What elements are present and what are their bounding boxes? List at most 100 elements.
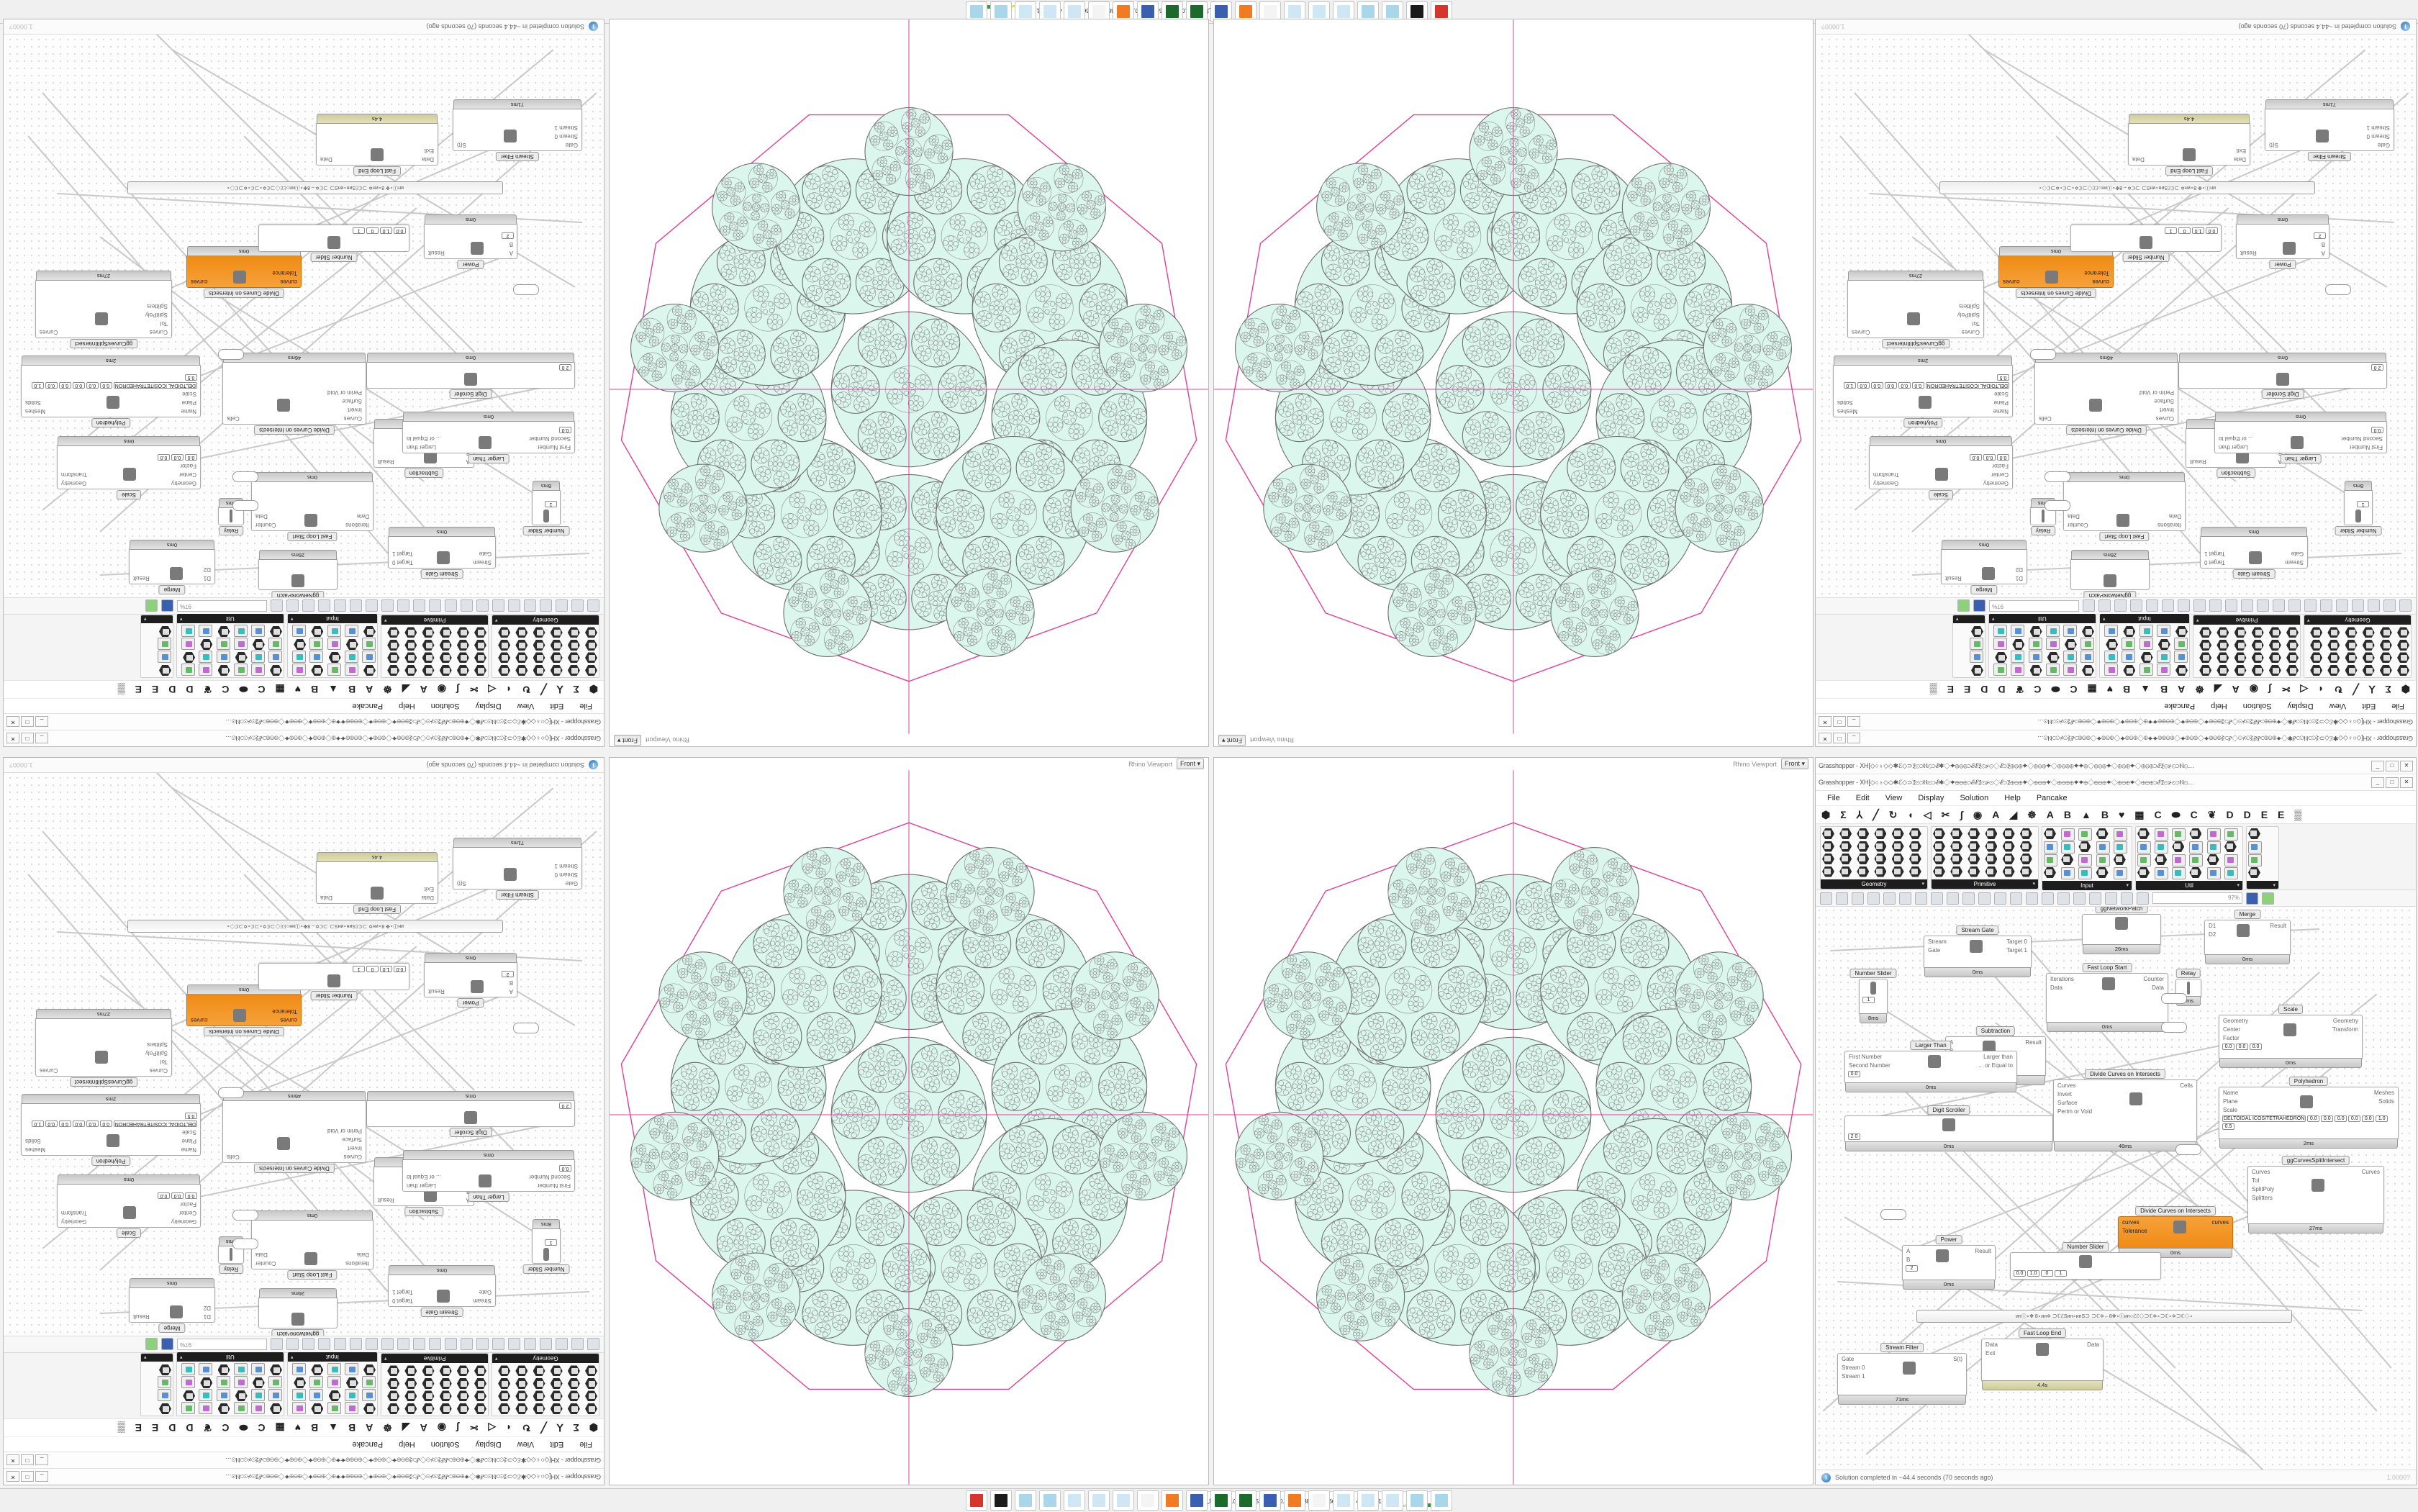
gh-zaxis-z[interactable]: 1.0 xyxy=(32,1121,44,1127)
component-icon[interactable] xyxy=(217,638,230,650)
gh-slider-decimals[interactable]: 0 xyxy=(366,966,379,972)
component-icon[interactable] xyxy=(158,1376,171,1388)
component-icon[interactable] xyxy=(2234,640,2247,651)
ribbon-group-geometry[interactable]: Geometry xyxy=(2304,615,2412,678)
component-icon[interactable] xyxy=(2234,653,2247,664)
component-icon[interactable] xyxy=(2234,628,2247,638)
gh-value[interactable]: 2 0 xyxy=(1848,1133,1860,1140)
component-icon[interactable] xyxy=(585,1366,597,1377)
tab-e3[interactable]: ▒ xyxy=(2294,809,2301,820)
component-icon[interactable] xyxy=(2157,625,2170,637)
gh-output-port[interactable]: Transform xyxy=(2332,1026,2358,1033)
component-icon[interactable] xyxy=(2345,640,2358,651)
maximize-button[interactable]: □ xyxy=(2386,777,2399,788)
target-icon[interactable] xyxy=(271,600,283,612)
tab-b1[interactable]: B xyxy=(2160,684,2168,695)
ribbon-group-icons[interactable] xyxy=(141,1362,173,1416)
gh-plane-x[interactable]: 0.0 xyxy=(2307,1115,2319,1122)
component-icon[interactable] xyxy=(2397,653,2409,664)
component-icon[interactable] xyxy=(2082,665,2094,676)
component-icon[interactable] xyxy=(1968,828,1980,839)
gh-input-port[interactable]: Perim or Void xyxy=(327,1128,362,1134)
tab-chicken[interactable]: ❦ xyxy=(2016,684,2024,696)
cluster-icon[interactable] xyxy=(350,600,362,612)
tab-display[interactable]: ◉ xyxy=(438,684,446,696)
gh-input-port[interactable]: A xyxy=(510,250,513,256)
component-icon[interactable] xyxy=(2020,828,2032,839)
component-icon[interactable] xyxy=(2003,841,2015,852)
menu-item-file[interactable]: File xyxy=(2391,702,2404,710)
ribbon-group-icons[interactable] xyxy=(492,1363,599,1416)
tab-curve[interactable]: ↻ xyxy=(522,684,531,696)
component-icon[interactable] xyxy=(268,651,282,663)
cluster-icon[interactable] xyxy=(350,1339,362,1351)
component-icon[interactable] xyxy=(2061,841,2075,854)
component-icon[interactable] xyxy=(498,628,510,638)
tab-surface[interactable]: ◖ xyxy=(506,684,512,695)
close-button[interactable]: ✕ xyxy=(6,1455,19,1466)
component-icon[interactable] xyxy=(200,639,212,650)
gh-output-port[interactable]: Target 1 xyxy=(392,551,413,557)
component-icon[interactable] xyxy=(440,1391,452,1402)
component-icon[interactable] xyxy=(387,1391,399,1402)
window-controls[interactable]: _□✕ xyxy=(1819,717,1860,728)
tab-surface[interactable]: ◖ xyxy=(2318,684,2324,695)
gh-output-port[interactable]: Target 0 xyxy=(2204,559,2225,566)
component-icon[interactable] xyxy=(294,639,306,650)
gh-scale-value[interactable]: 0.5 xyxy=(1997,374,2009,381)
component-icon[interactable] xyxy=(551,1366,563,1377)
gh-input-port[interactable]: Gate xyxy=(2285,551,2304,557)
gh-output-ports[interactable]: curves xyxy=(2211,1219,2229,1234)
gh-input-port[interactable]: D1 xyxy=(204,1313,211,1320)
gh-component-values[interactable]: 0.0 xyxy=(403,425,574,433)
gh-input-port[interactable]: Factor xyxy=(171,1201,196,1208)
component-icon[interactable] xyxy=(498,1366,510,1377)
component-icon[interactable] xyxy=(327,1402,341,1414)
gh-plane-z[interactable]: 0.0 xyxy=(2335,1115,2347,1122)
component-icon[interactable] xyxy=(309,638,323,650)
component-icon[interactable] xyxy=(2397,628,2409,638)
component-icon[interactable] xyxy=(1993,664,2007,676)
gh-input-port[interactable]: Iterations xyxy=(345,522,369,528)
save-icon[interactable] xyxy=(2246,892,2258,905)
gh-output-port[interactable]: Counter xyxy=(255,522,276,528)
gh-input-port[interactable]: Iterations xyxy=(345,1260,369,1267)
component-icon[interactable] xyxy=(422,640,435,651)
gh-input-port[interactable]: Gate xyxy=(473,551,492,557)
gh-input-port[interactable]: Splitters xyxy=(2252,1195,2274,1201)
gh-input-port[interactable]: D2 xyxy=(2209,931,2216,938)
component-icon[interactable] xyxy=(387,1403,399,1414)
gh-plane-z[interactable]: 0.0 xyxy=(73,1121,85,1127)
component-icon[interactable] xyxy=(1985,854,1997,864)
gh-output-port[interactable]: Curves xyxy=(1852,329,1870,335)
component-icon[interactable] xyxy=(2380,628,2392,638)
component-icon[interactable] xyxy=(268,638,282,650)
gh-center-x[interactable]: 0.0 xyxy=(185,1192,197,1199)
ribbon-group-primitive[interactable]: Primitive xyxy=(381,615,489,678)
gh-input-port[interactable]: B xyxy=(510,979,513,986)
gh-output-ports[interactable]: Larger than... or Equal to xyxy=(1978,1054,2013,1069)
cut-icon[interactable] xyxy=(508,1339,520,1351)
component-icon[interactable] xyxy=(515,640,527,651)
ribbon-group-input[interactable]: Input xyxy=(2042,826,2132,889)
component-icon[interactable] xyxy=(498,653,510,664)
gh-input-port[interactable]: A xyxy=(2322,250,2325,256)
component-icon[interactable] xyxy=(1995,652,2007,663)
component-icon[interactable] xyxy=(585,1391,597,1402)
tab-d1[interactable]: D xyxy=(186,684,193,695)
gh-name-field[interactable]: DELTOIDAL ICOSITETRAHEDRON xyxy=(2222,1115,2306,1122)
tab-intersect[interactable]: ✂ xyxy=(1942,809,1950,821)
gh-input-value[interactable]: 0.0 xyxy=(559,1165,571,1172)
gh-output-port[interactable]: Result xyxy=(2270,923,2286,929)
gh-slider-decimals[interactable]: 0 xyxy=(366,227,379,234)
component-icon[interactable] xyxy=(2020,854,2032,864)
